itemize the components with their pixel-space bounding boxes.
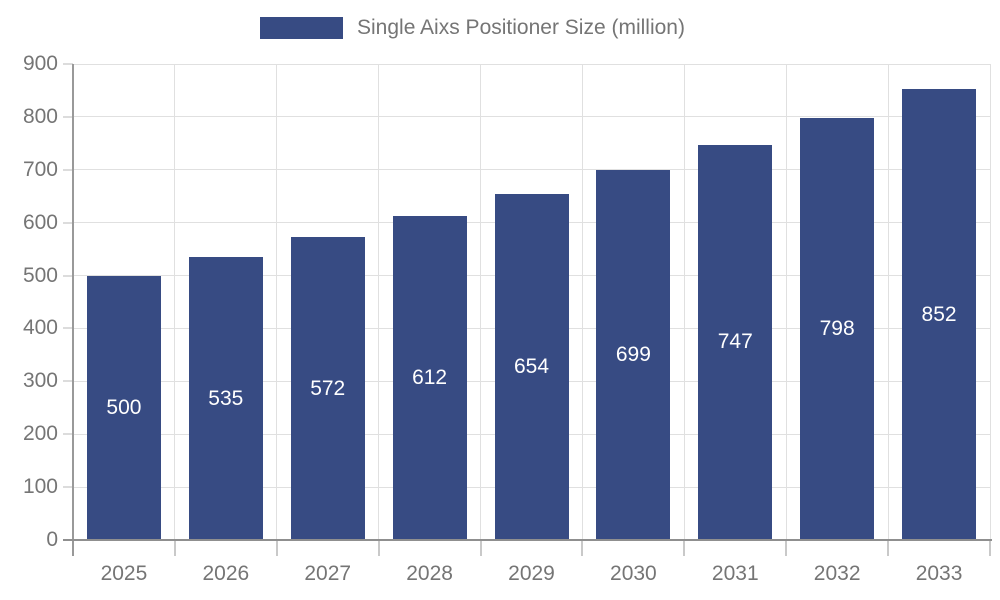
y-axis-tick [63, 380, 73, 383]
y-axis-tick-label: 200 [22, 422, 58, 446]
y-axis-tick [63, 115, 73, 118]
y-axis-tick-label: 100 [22, 475, 58, 499]
x-axis-tick [887, 540, 890, 556]
bar-value-label: 852 [921, 302, 957, 326]
bar-value-label: 654 [513, 355, 550, 379]
bar[interactable]: 654 [494, 194, 569, 540]
bar[interactable]: 572 [290, 237, 365, 540]
gridline-v [989, 64, 991, 540]
bar-value-label: 535 [208, 386, 244, 410]
x-axis-tick [275, 540, 278, 556]
x-axis-tick-label: 2032 [813, 562, 861, 585]
y-axis-tick [63, 486, 73, 489]
x-axis-tick-label: 2026 [202, 562, 250, 585]
bar[interactable]: 852 [902, 89, 977, 540]
gridline-v [378, 64, 380, 540]
x-axis-tick [989, 540, 991, 556]
bar[interactable]: 612 [392, 216, 467, 540]
legend-label: Single Aixs Positioner Size (million) [357, 16, 685, 39]
gridline-v [887, 64, 889, 540]
x-axis-tick-label: 2028 [406, 562, 453, 585]
x-axis-tick [785, 540, 788, 556]
bar-value-label: 500 [106, 395, 142, 419]
y-axis-tick [63, 433, 73, 436]
x-axis-tick-label: 2030 [610, 562, 657, 585]
y-axis-tick [63, 221, 73, 224]
y-axis-tick-label: 900 [22, 52, 58, 75]
gridline-h [73, 63, 990, 65]
bar[interactable]: 798 [800, 117, 875, 540]
y-axis-tick [63, 274, 73, 277]
bar-value-label: 747 [717, 330, 753, 354]
bar-value-label: 699 [615, 343, 651, 367]
y-axis-tick [63, 327, 73, 330]
y-axis-tick-label: 500 [22, 263, 58, 287]
y-axis-tick-label: 400 [22, 316, 58, 340]
legend[interactable]: Single Aixs Positioner Size (million) [260, 16, 685, 40]
gridline-h [73, 116, 990, 118]
y-axis-tick-label: 0 [46, 528, 58, 551]
bar[interactable]: 535 [188, 257, 263, 540]
y-axis-line [72, 64, 74, 556]
x-axis-tick [581, 540, 584, 556]
y-axis-tick-label: 800 [22, 104, 58, 128]
x-axis-tick [479, 540, 482, 556]
y-axis-tick [63, 168, 73, 171]
x-axis-line [63, 539, 992, 541]
x-axis-tick [683, 540, 686, 556]
x-axis-tick-label: 2027 [304, 562, 352, 585]
bar[interactable]: 699 [596, 170, 671, 540]
gridline-v [480, 64, 482, 540]
gridline-v [683, 64, 685, 540]
y-axis-tick-label: 700 [22, 157, 58, 181]
gridline-v [276, 64, 278, 540]
x-axis-tick-label: 2031 [711, 562, 759, 585]
y-axis-tick [63, 63, 73, 65]
gridline-v [174, 64, 176, 540]
bar-value-label: 612 [412, 366, 448, 390]
bar[interactable]: 747 [698, 144, 773, 540]
gridline-v [785, 64, 787, 540]
y-axis-tick-label: 300 [22, 369, 58, 393]
gridline-h [73, 169, 990, 171]
legend-swatch [260, 17, 343, 39]
x-axis-tick [173, 540, 176, 556]
y-axis-tick-label: 600 [22, 210, 58, 234]
x-axis-tick [377, 540, 380, 556]
x-axis-tick-label: 2025 [100, 562, 148, 585]
x-axis-tick-label: 2033 [915, 562, 963, 585]
x-axis-tick-label: 2029 [508, 562, 555, 585]
bar-value-label: 572 [310, 376, 346, 400]
bar[interactable]: 500 [86, 275, 161, 540]
bar-value-label: 798 [819, 316, 855, 340]
gridline-v [581, 64, 583, 540]
